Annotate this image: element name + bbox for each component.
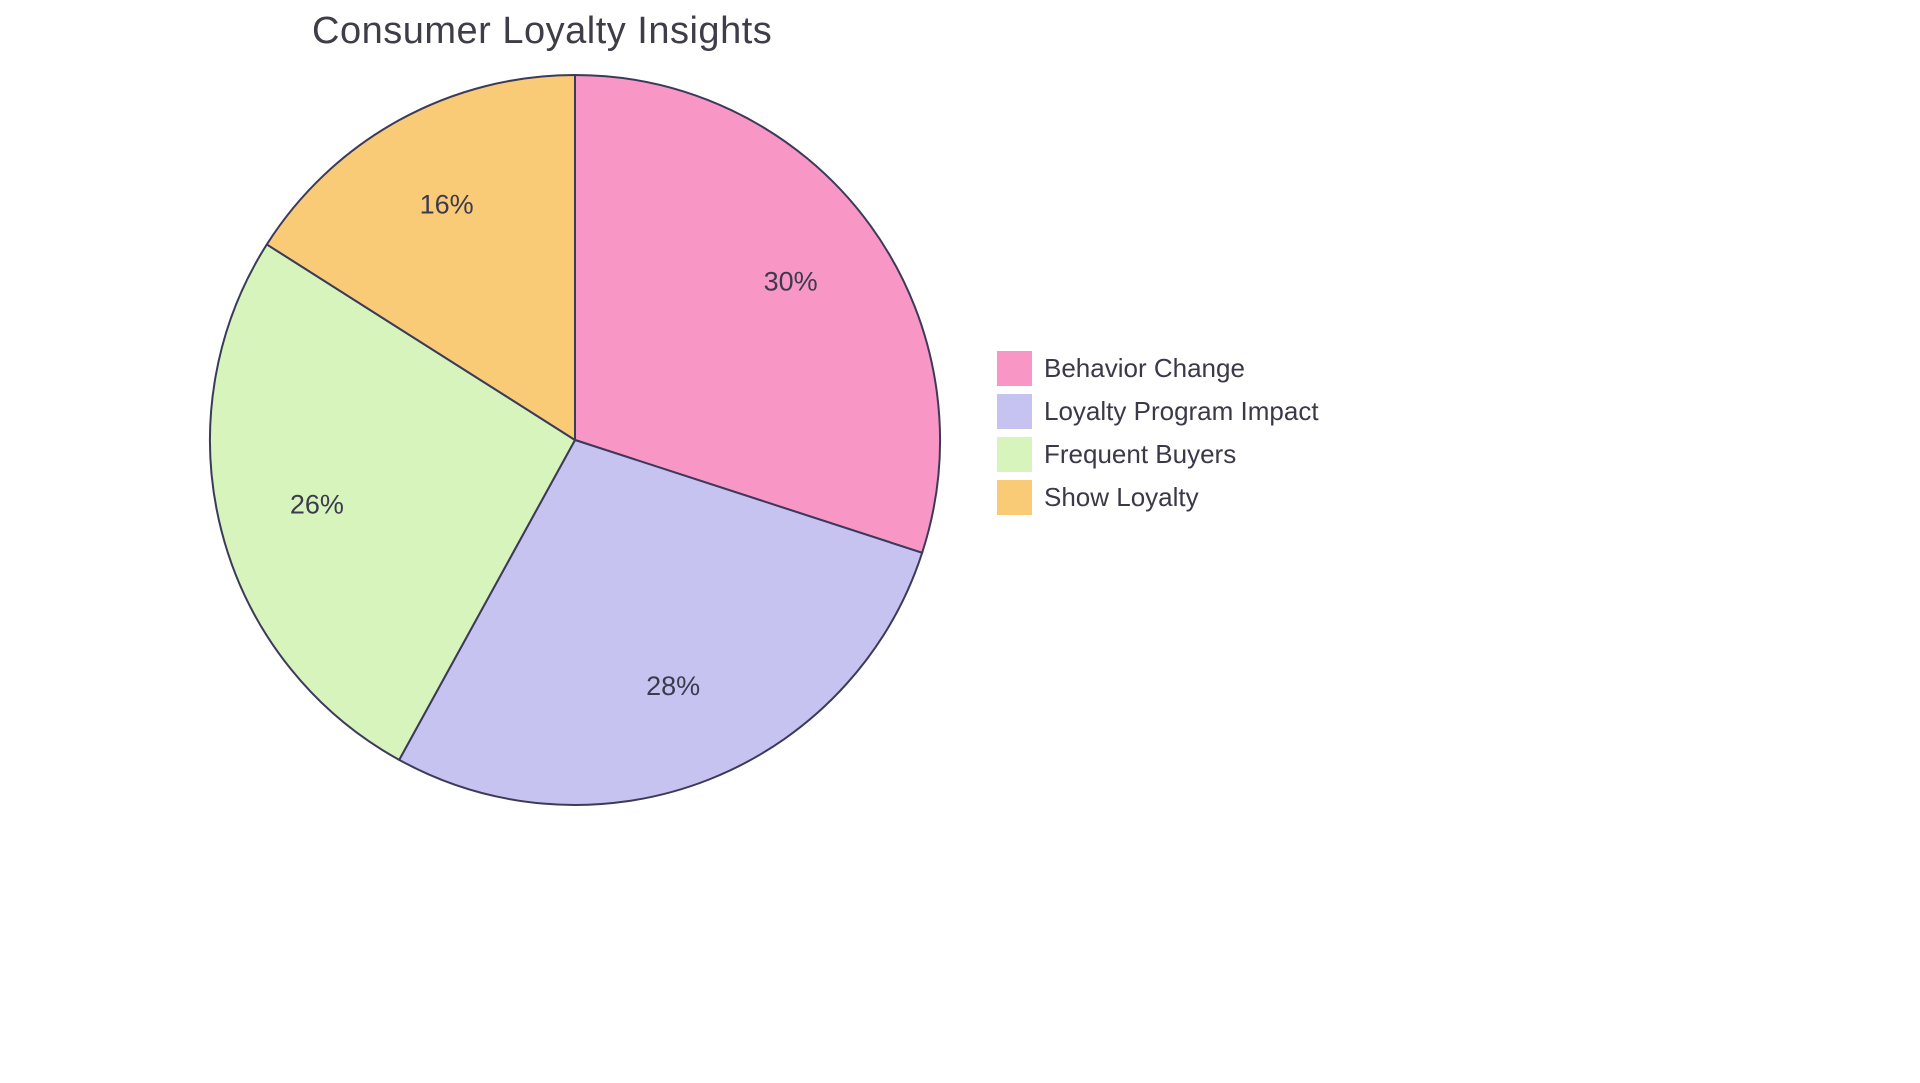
legend-label: Show Loyalty: [1044, 482, 1199, 512]
legend-label: Behavior Change: [1044, 353, 1245, 383]
legend-item-2[interactable]: Frequent Buyers: [997, 437, 1319, 472]
pie-slice-3[interactable]: [265, 74, 576, 441]
legend-label: Frequent Buyers: [1044, 439, 1237, 469]
pie-slice-2[interactable]: [209, 243, 576, 761]
legend-item-1[interactable]: Loyalty Program Impact: [997, 394, 1319, 429]
legend-swatch-icon: [997, 480, 1032, 515]
pie-slice-1[interactable]: [398, 439, 924, 806]
pie-slice-label-1: 28%: [646, 671, 700, 701]
pie-slice-label-2: 26%: [290, 489, 344, 519]
chart-title: Consumer Loyalty Insights: [312, 10, 773, 52]
legend-swatch-icon: [997, 437, 1032, 472]
legend-label: Loyalty Program Impact: [1044, 396, 1319, 426]
legend-item-3[interactable]: Show Loyalty: [997, 480, 1319, 515]
legend-item-0[interactable]: Behavior Change: [997, 351, 1319, 386]
pie-slice-label-3: 16%: [420, 190, 474, 220]
legend-swatch-icon: [997, 351, 1032, 386]
pie-slice-label-0: 30%: [764, 267, 818, 297]
legend-swatch-icon: [997, 394, 1032, 429]
legend: Behavior Change Loyalty Program Impact Fre…: [997, 351, 1319, 515]
pie-slice-0[interactable]: [574, 74, 941, 554]
